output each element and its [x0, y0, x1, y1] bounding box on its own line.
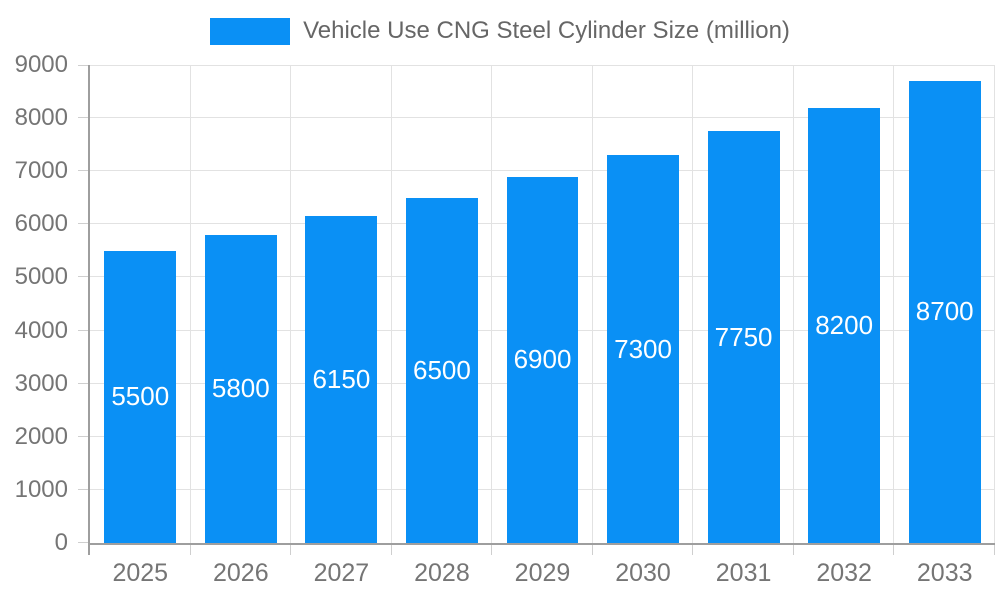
bar-value-label: 6150: [312, 364, 371, 395]
y-axis-tick-label: 9000: [14, 51, 68, 78]
bar-value-label: 5500: [111, 381, 170, 412]
x-axis-tick: [792, 545, 794, 555]
plot-area: 0 1000 2000 3000 4000 5000 6000 7000 8000 9000 550…: [15, 51, 995, 587]
x-axis-tick-label: 2030: [615, 559, 671, 587]
y-axis-tick-label: 7000: [14, 157, 68, 185]
y-axis-tick-label: 5000: [14, 263, 68, 291]
bar-value-label: 7750: [714, 321, 773, 352]
y-axis-tick: [78, 329, 88, 331]
bar: 8700: [908, 80, 981, 543]
bar-value-label: 7300: [614, 333, 672, 364]
bar-value-label: 6500: [413, 354, 471, 385]
y-axis-tick-label: 6000: [14, 210, 68, 238]
x-axis-tick: [189, 545, 191, 555]
y-axis-tick: [78, 223, 88, 225]
legend: Vehicle Use CNG Steel Cylinder Size (mil…: [0, 17, 1000, 45]
x-axis-tick-label: 2025: [112, 559, 169, 587]
gridline-vertical: [390, 65, 392, 543]
y-axis-tick: [78, 276, 88, 278]
gridline-vertical: [591, 65, 593, 543]
bar: 6900: [506, 176, 579, 543]
x-axis-tick-label: 2032: [816, 559, 872, 587]
bar: 6500: [405, 197, 478, 543]
y-axis-tick: [78, 170, 88, 172]
bar: 5800: [204, 234, 277, 543]
y-axis-tick-label: 0: [54, 529, 68, 556]
bar: 6150: [305, 216, 378, 543]
gridline-vertical: [893, 65, 895, 543]
y-axis-tick: [78, 65, 88, 66]
gridline-vertical: [189, 65, 191, 543]
bar: 7750: [707, 131, 780, 543]
legend-label: Vehicle Use CNG Steel Cylinder Size (mil…: [303, 17, 790, 44]
gridline-vertical: [692, 65, 694, 543]
x-axis-tick: [390, 545, 392, 555]
x-axis-tick-label: 2029: [514, 559, 571, 587]
gridline-horizontal: [90, 117, 995, 119]
y-axis-tick: [78, 117, 88, 119]
y-axis-tick-label: 4000: [14, 316, 68, 344]
y-axis-tick-label: 1000: [14, 475, 68, 503]
gridline-vertical: [290, 65, 292, 543]
x-axis-tick-label: 2031: [715, 559, 772, 587]
x-axis-tick-label: 2026: [213, 559, 269, 587]
x-axis-tick-label: 2028: [414, 559, 470, 587]
bar: 8200: [808, 107, 881, 543]
x-axis-tick: [491, 545, 493, 555]
gridline-horizontal: [90, 65, 995, 66]
y-axis-tick: [78, 542, 88, 543]
bar-value-label: 6900: [513, 344, 572, 375]
gridline-vertical: [491, 65, 493, 543]
bar: 7300: [607, 155, 679, 543]
bar-value-label: 8200: [815, 309, 874, 340]
x-axis-tick: [692, 545, 694, 555]
x-axis-tick-label: 2027: [313, 559, 370, 587]
x-axis-tick-label: 2033: [916, 559, 973, 587]
x-axis-tick: [994, 545, 995, 555]
x-axis-tick: [290, 545, 292, 555]
bar-value-label: 5800: [211, 373, 270, 404]
y-axis-extension: [88, 543, 90, 555]
legend-swatch: [210, 17, 291, 45]
x-axis-tick: [591, 545, 593, 555]
y-axis-tick-label: 2000: [14, 422, 68, 450]
gridline-vertical: [792, 65, 794, 543]
y-axis-tick-label: 3000: [14, 369, 68, 397]
gridline-vertical: [994, 65, 995, 543]
y-axis-tick: [78, 435, 88, 437]
x-axis-tick: [893, 545, 895, 555]
y-axis-tick: [78, 488, 88, 490]
bar: 5500: [104, 250, 177, 543]
bar-value-label: 8700: [915, 296, 974, 327]
y-axis-tick: [78, 382, 88, 384]
gridline-horizontal: [90, 170, 995, 172]
y-axis-tick-label: 8000: [14, 104, 68, 132]
